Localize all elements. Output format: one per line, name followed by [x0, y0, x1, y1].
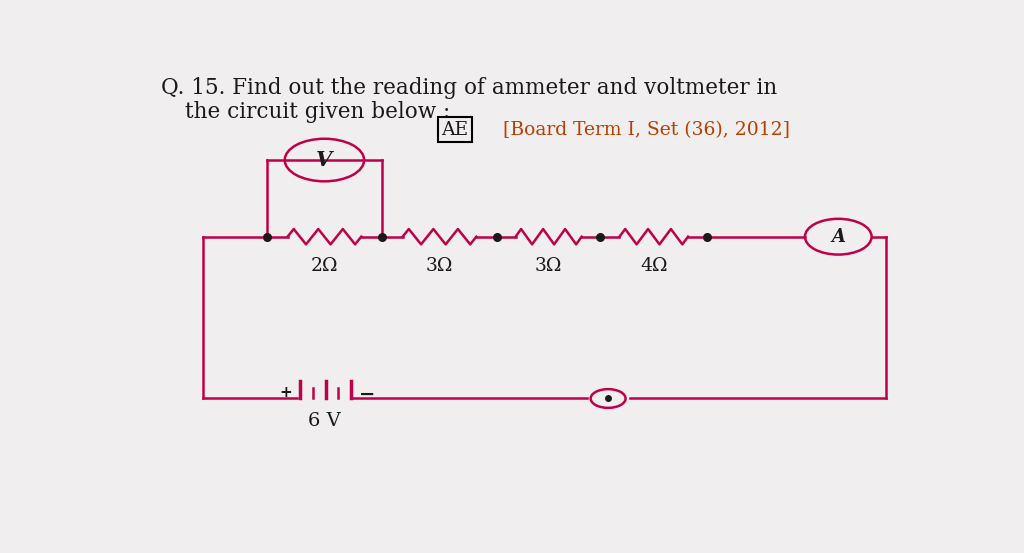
Text: 4Ω: 4Ω: [640, 257, 668, 275]
Text: 3Ω: 3Ω: [535, 257, 562, 275]
Text: Q. 15. Find out the reading of ammeter and voltmeter in: Q. 15. Find out the reading of ammeter a…: [162, 77, 777, 99]
Text: A: A: [831, 228, 845, 246]
Text: 6 V: 6 V: [308, 412, 341, 430]
Text: +: +: [280, 384, 292, 400]
Text: the circuit given below :: the circuit given below :: [185, 101, 451, 123]
Text: 2Ω: 2Ω: [310, 257, 338, 275]
Text: [Board Term I, Set (36), 2012]: [Board Term I, Set (36), 2012]: [503, 121, 790, 139]
Text: AE: AE: [441, 121, 469, 139]
Text: −: −: [358, 385, 375, 404]
Text: 3Ω: 3Ω: [426, 257, 454, 275]
Text: V: V: [316, 150, 333, 170]
